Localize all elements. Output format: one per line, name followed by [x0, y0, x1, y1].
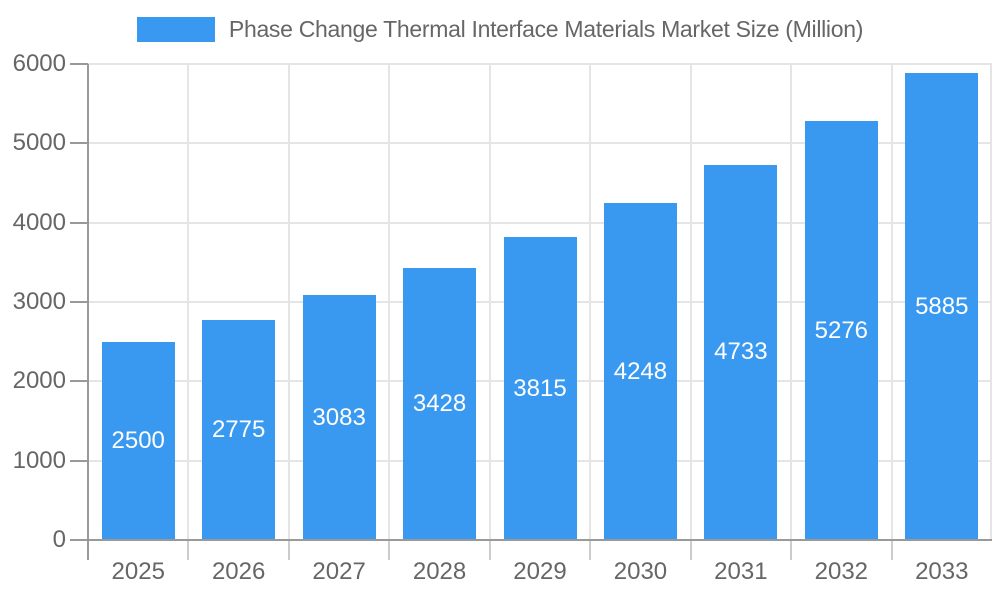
- gridline-vertical: [488, 64, 491, 540]
- bar-2032[interactable]: 5276: [804, 121, 878, 540]
- bar-2026[interactable]: 2775: [202, 319, 276, 540]
- gridline-vertical: [589, 64, 592, 540]
- y-axis-ticks: [70, 63, 88, 541]
- x-axis-tick: [488, 540, 491, 560]
- y-axis-line: [87, 64, 89, 560]
- bar-2031[interactable]: 4733: [704, 164, 778, 540]
- gridline-horizontal: [88, 63, 992, 65]
- bar-value-label: 5885: [915, 292, 969, 320]
- bar-2033[interactable]: 5885: [905, 73, 979, 540]
- bar-value-label: 2775: [211, 415, 266, 443]
- x-axis-ticks: [88, 540, 992, 560]
- y-axis-label: 6000: [12, 50, 66, 77]
- gridline-vertical: [689, 64, 692, 540]
- x-axis-label: 2032: [814, 558, 869, 585]
- x-axis-tick: [890, 540, 893, 560]
- y-axis-label: 3000: [12, 288, 66, 315]
- y-axis-label: 1000: [12, 446, 66, 474]
- gridline-vertical: [790, 64, 793, 540]
- x-axis-labels: 2025 2026 2027 2028 2029 2030 2031 2032 2033: [88, 558, 992, 588]
- y-axis-tick: [70, 539, 88, 541]
- bar-2028[interactable]: 3428: [403, 268, 477, 540]
- x-axis-label: 2027: [312, 558, 366, 585]
- bar-2029[interactable]: 3815: [503, 237, 577, 540]
- y-axis-label: 5000: [12, 129, 66, 157]
- x-axis-label: 2025: [111, 558, 165, 585]
- bar-value-label: 3083: [312, 403, 366, 431]
- gridline-vertical: [388, 64, 391, 540]
- bar-2027[interactable]: 3083: [302, 295, 376, 540]
- y-axis-tick: [70, 142, 88, 145]
- x-axis-tick: [287, 540, 290, 560]
- bars: 2500 2775 3083 3428 3815 4248 4733 5276 5885: [88, 64, 992, 540]
- x-axis-tick: [689, 540, 692, 560]
- x-axis-label: 2028: [412, 558, 467, 585]
- gridline-vertical: [890, 64, 893, 540]
- x-axis-tick: [388, 540, 391, 560]
- y-axis-tick: [70, 63, 88, 65]
- y-axis-tick: [70, 301, 88, 303]
- gridline-horizontal: [88, 221, 992, 224]
- gridline-horizontal: [88, 142, 992, 145]
- y-axis-labels: 0 1000 2000 3000 4000 5000 6000: [0, 50, 66, 553]
- plot-area: 2500 2775 3083 3428 3815 4248 4733 5276 5885: [88, 63, 992, 540]
- legend-label: Phase Change Thermal Interface Materials…: [228, 16, 864, 42]
- bar-2025[interactable]: 2500: [101, 341, 175, 540]
- x-axis-tick: [187, 540, 190, 560]
- bar-value-label: 3428: [412, 390, 467, 418]
- bar-value-label: 3815: [513, 374, 567, 402]
- gridline-vertical: [187, 64, 190, 540]
- bar-value-label: 4733: [714, 338, 768, 366]
- y-axis-tick: [70, 380, 88, 383]
- y-axis-label: 2000: [12, 367, 66, 395]
- legend-swatch-icon: [136, 17, 215, 42]
- y-axis-tick: [70, 221, 88, 224]
- x-axis-label: 2029: [513, 558, 567, 585]
- legend[interactable]: Phase Change Thermal Interface Materials…: [0, 16, 1000, 43]
- x-axis-label: 2030: [613, 558, 668, 585]
- bar-2030[interactable]: 4248: [603, 203, 677, 540]
- x-axis-tick: [790, 540, 793, 560]
- gridline-vertical: [287, 64, 290, 540]
- y-axis-tick: [70, 459, 88, 462]
- bar-value-label: 2500: [111, 426, 165, 454]
- x-axis-label: 2026: [211, 558, 266, 585]
- x-axis-label: 2033: [915, 558, 969, 585]
- bar-value-label: 4248: [613, 357, 668, 385]
- x-axis-label: 2031: [714, 558, 768, 585]
- x-axis-tick: [589, 540, 592, 560]
- y-axis-label: 0: [52, 526, 66, 553]
- x-axis-line: [87, 539, 992, 541]
- gridline-vertical: [990, 64, 992, 540]
- bar-value-label: 5276: [814, 316, 869, 344]
- y-axis-label: 4000: [12, 208, 66, 236]
